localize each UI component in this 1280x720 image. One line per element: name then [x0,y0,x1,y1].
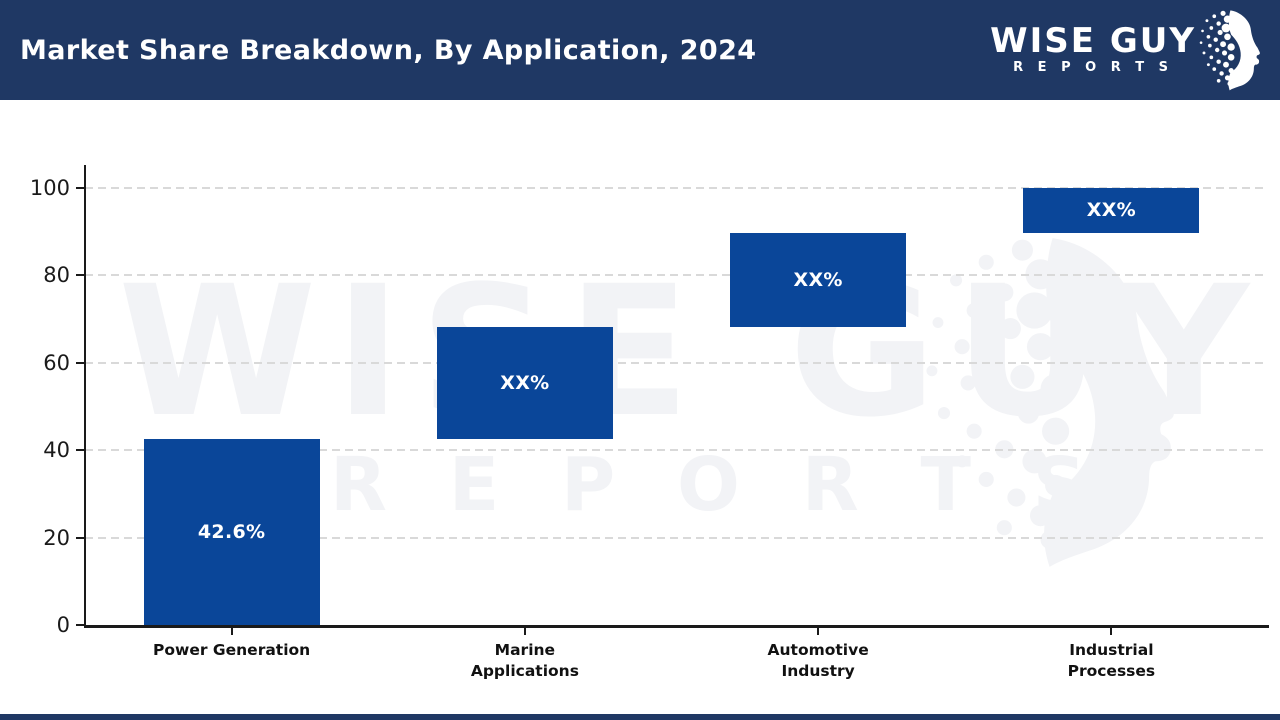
gridline-100 [85,187,1267,189]
bar-automotive-industry: XX% [730,232,907,327]
logo-wordmark: WISE GUY [990,21,1196,61]
logo-subtitle: R E P O R T S [1013,60,1174,75]
x-tick-mark-marine-applications [523,628,526,635]
x-category-label-line: Applications [470,661,579,680]
gridline-40 [85,449,1267,452]
y-tick-mark-100 [76,187,84,189]
bar-power-generation: 42.6% [143,438,320,625]
x-category-label-line: Marine [494,641,556,659]
bar-value-label-industrial-processes: XX% [1086,199,1136,222]
brand-logo: WISE GUY R E P O R T S [990,4,1266,96]
y-tick-label-80: 80 [43,263,70,288]
bar-marine-applications: XX% [436,326,613,439]
x-category-label-automotive-industry: Automotive Industry [703,640,933,681]
header: Market Share Breakdown, By Application, … [0,0,1280,100]
y-tick-label-20: 20 [43,525,70,550]
y-tick-label-0: 0 [56,613,70,637]
x-category-label-line: Industrial [1069,641,1154,659]
y-tick-mark-80 [76,274,84,277]
x-tick-mark-industrial-processes [1110,628,1113,635]
x-category-label-marine-applications: Marine Applications [410,640,640,681]
y-tick-mark-60 [76,361,84,364]
x-axis-line [84,625,1269,628]
bar-value-label-power-generation: 42.6% [197,520,266,543]
logo-text: WISE GUY R E P O R T S [990,23,1196,77]
x-tick-mark-automotive-industry [817,628,820,635]
y-tick-label-40: 40 [43,438,70,463]
x-category-label-line: Industry [781,661,855,680]
x-category-label-line: Processes [1067,661,1156,680]
x-category-label-power-generation: Power Generation [117,640,347,661]
x-category-label-line: Automotive [767,641,869,659]
bar-value-label-marine-applications: XX% [500,371,550,394]
page-title: Market Share Breakdown, By Application, … [20,34,757,66]
bar-industrial-processes: XX% [1023,188,1200,233]
gridline-60 [85,361,1267,364]
bar-value-label-automotive-industry: XX% [793,268,843,291]
y-tick-label-100: 100 [29,176,70,200]
y-axis-line [84,165,86,628]
gridline-80 [85,274,1267,277]
x-category-label-line: Power Generation [153,641,311,659]
footer-bar [0,714,1280,720]
y-tick-mark-0 [76,624,84,626]
x-tick-mark-power-generation [230,628,233,635]
y-tick-mark-20 [76,536,84,539]
gridline-20 [85,536,1267,539]
x-category-label-industrial-processes: Industrial Processes [996,640,1226,681]
y-tick-label-60: 60 [43,350,70,375]
y-tick-mark-40 [76,449,84,452]
